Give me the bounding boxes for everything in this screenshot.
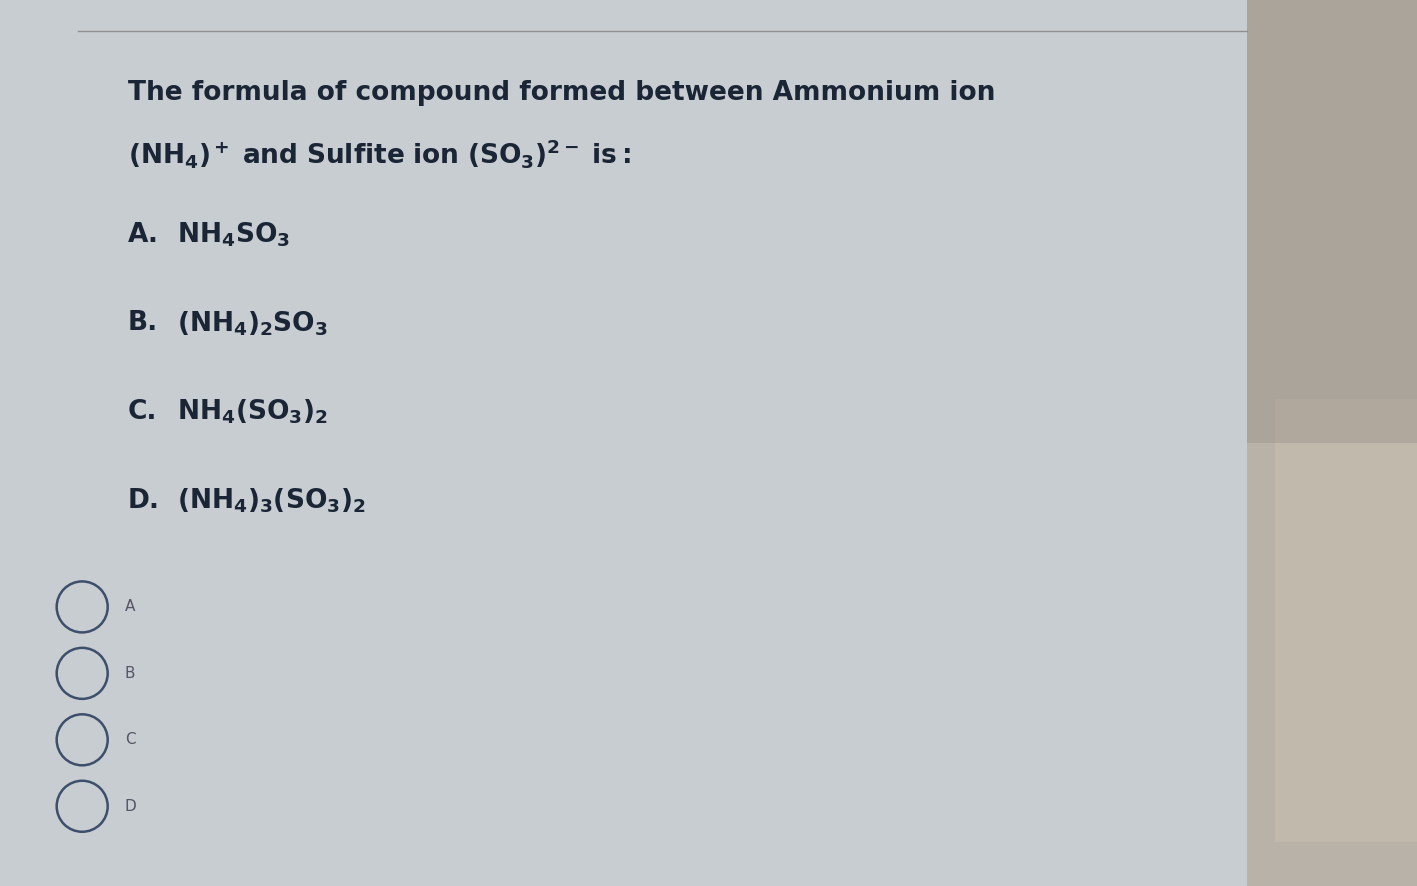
Text: D: D [125, 799, 136, 813]
Text: The formula of compound formed between Ammonium ion: The formula of compound formed between A… [128, 80, 995, 105]
Text: C.: C. [128, 399, 157, 425]
Text: B.: B. [128, 310, 157, 337]
Text: $\mathbf{(NH_4)_3(SO_3)_2}$: $\mathbf{(NH_4)_3(SO_3)_2}$ [177, 486, 366, 515]
Text: $\mathbf{(NH_4)_2SO_3}$: $\mathbf{(NH_4)_2SO_3}$ [177, 309, 329, 338]
FancyBboxPatch shape [1247, 0, 1417, 443]
Text: B: B [125, 666, 135, 680]
Text: A.: A. [128, 222, 159, 248]
Text: $\mathbf{NH_4SO_3}$: $\mathbf{NH_4SO_3}$ [177, 221, 290, 249]
Text: $\mathbf{NH_4(SO_3)_2}$: $\mathbf{NH_4(SO_3)_2}$ [177, 398, 327, 426]
FancyBboxPatch shape [1247, 0, 1417, 886]
Text: D.: D. [128, 487, 160, 514]
Text: C: C [125, 733, 135, 747]
Text: $\mathbf{(NH_4)^+}$ $\mathbf{and\ Sulfite\ ion\ (SO_3)^{2-}\ is:}$: $\mathbf{(NH_4)^+}$ $\mathbf{and\ Sulfit… [128, 137, 631, 170]
FancyBboxPatch shape [1275, 399, 1417, 842]
Text: A: A [125, 600, 135, 614]
